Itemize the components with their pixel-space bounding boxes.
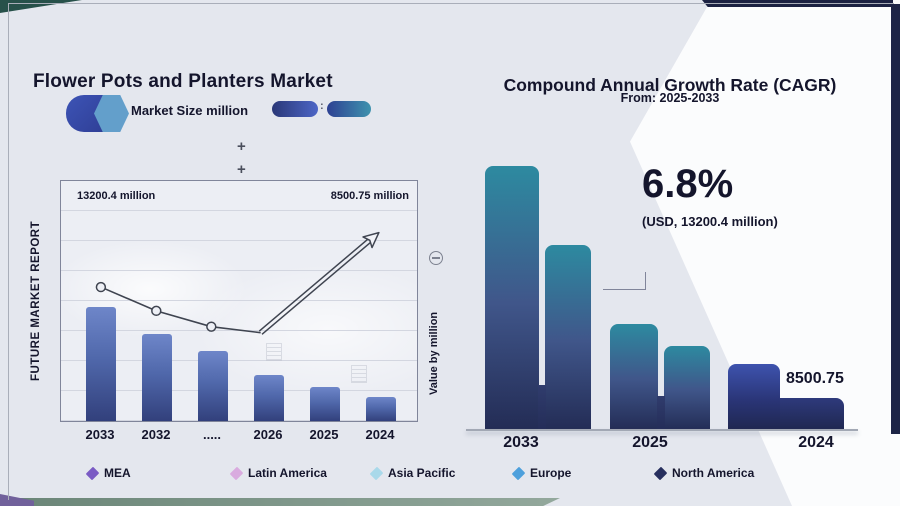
corner-bracket-decoration — [603, 272, 646, 290]
legend-diamond-icon — [85, 466, 100, 480]
corner-accent-top-left — [0, 0, 82, 13]
cagr-bar-2024-right — [780, 398, 844, 430]
x-label: 2033 — [85, 427, 115, 442]
cagr-bar-2033-join — [538, 385, 546, 430]
x-label: 2026 — [253, 427, 283, 442]
zoom-out-icon — [429, 251, 443, 265]
ghost-document-icon — [266, 343, 282, 361]
bar-2026 — [254, 375, 284, 421]
ratio-pill-right — [327, 101, 371, 117]
legend-item-europe: Europe — [511, 465, 572, 481]
trend-line-arrow — [95, 231, 380, 335]
ratio-pill-left — [272, 101, 318, 117]
legend-diamond-icon — [511, 466, 526, 480]
cagr-bar-2025-join — [657, 396, 665, 430]
bar-..... — [198, 351, 228, 421]
cagr-bar-2033-left — [485, 166, 539, 430]
x-label: 2024 — [365, 427, 395, 442]
cagr-value: 6.8% — [642, 162, 734, 206]
cagr-x-label: 2024 — [798, 434, 834, 451]
legend-item-asia-pacific: Asia Pacific — [369, 465, 456, 481]
cagr-title: Compound Annual Growth Rate (CAGR) — [503, 74, 837, 95]
chart-end-value: 8500.75 million — [330, 190, 409, 202]
cagr-bar-2033-right — [545, 245, 591, 430]
vertical-watermark: FUTURE MARKET REPORT — [30, 220, 42, 382]
y-axis-label: Value by million — [428, 311, 440, 395]
plus-mark-icon: + — [237, 138, 246, 155]
legend-label: Asia Pacific — [388, 466, 456, 480]
legend-item-mea: MEA — [85, 465, 131, 481]
legend-diamond-icon — [229, 466, 244, 480]
top-edge-accent — [702, 0, 893, 7]
legend-item-north-america: North America — [653, 465, 755, 481]
x-label: ..... — [202, 427, 222, 442]
cagr-bar-2025-left — [610, 324, 658, 430]
ratio-separator: : — [320, 100, 324, 112]
ghost-document-icon — [351, 365, 367, 383]
page-title: Flower Pots and Planters Market — [33, 70, 333, 92]
legend-item-latin-america: Latin America — [229, 465, 327, 481]
legend-label: Latin America — [248, 466, 327, 480]
cagr-x-label: 2033 — [503, 434, 539, 451]
market-size-hexagon-icon — [94, 95, 129, 132]
bottom-edge-accent — [0, 498, 560, 506]
legend-label: North America — [672, 466, 755, 480]
legend-label: Europe — [530, 466, 572, 480]
bar-2024 — [366, 397, 396, 421]
plus-mark-icon: + — [237, 161, 246, 178]
market-size-label: Market Size million — [131, 103, 249, 118]
x-axis-labels: 2033 2032..... 2026 2025 2024 — [72, 427, 408, 442]
market-size-chart: 13200.4 million 8500.75 million — [60, 180, 418, 422]
legend-diamond-icon — [653, 466, 668, 480]
bar-2025 — [310, 387, 340, 421]
bar-2032 — [142, 334, 172, 421]
cagr-period: From: 2025-2033 — [620, 91, 720, 105]
bar-value-label: 8500.75 — [786, 370, 844, 387]
bar-2033 — [86, 307, 116, 421]
right-edge-accent — [891, 4, 900, 434]
chart-start-value: 13200.4 million — [77, 190, 156, 202]
chart-baseline — [466, 429, 858, 431]
legend-diamond-icon — [369, 466, 384, 480]
legend-label: MEA — [104, 466, 131, 480]
cagr-bar-2025-right — [664, 346, 710, 430]
x-label: 2025 — [309, 427, 339, 442]
cagr-x-label: 2025 — [632, 434, 668, 451]
cagr-bar-2024-left — [728, 364, 780, 430]
x-label: 2032 — [141, 427, 171, 442]
cagr-detail: (USD, 13200.4 million) — [642, 214, 778, 229]
